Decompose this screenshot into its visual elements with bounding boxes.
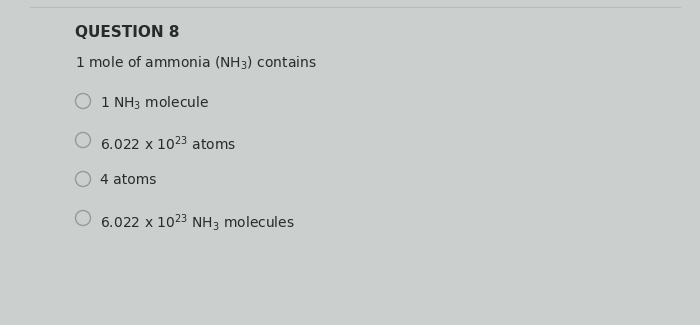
Text: 4 atoms: 4 atoms xyxy=(100,173,156,187)
Text: 1 NH$_3$ molecule: 1 NH$_3$ molecule xyxy=(100,95,209,112)
Text: 1 mole of ammonia (NH$_3$) contains: 1 mole of ammonia (NH$_3$) contains xyxy=(75,55,316,72)
Text: 6.022 x 10$^{23}$ atoms: 6.022 x 10$^{23}$ atoms xyxy=(100,134,236,153)
Text: QUESTION 8: QUESTION 8 xyxy=(75,25,179,40)
Text: 6.022 x 10$^{23}$ NH$_3$ molecules: 6.022 x 10$^{23}$ NH$_3$ molecules xyxy=(100,212,295,233)
